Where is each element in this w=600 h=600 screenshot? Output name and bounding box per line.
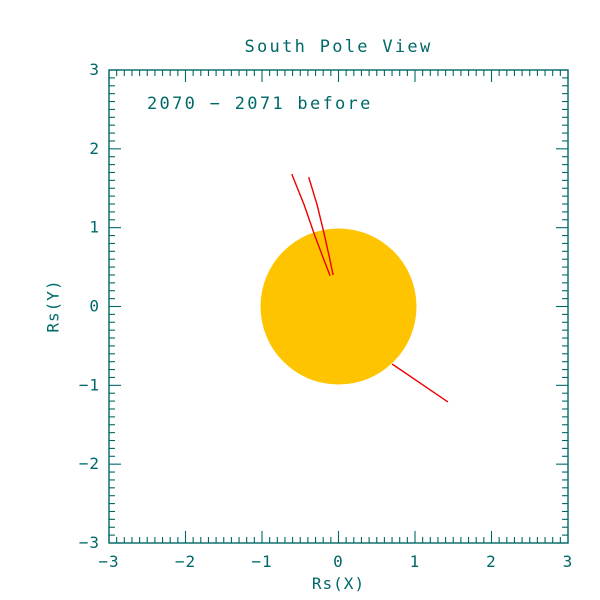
trajectory-1 bbox=[291, 173, 331, 277]
y-tick-label: −1 bbox=[79, 375, 100, 394]
chart-annotation: 2070 − 2071 before bbox=[147, 94, 373, 114]
y-axis-label: Rs(Y) bbox=[43, 279, 63, 333]
trajectory-3 bbox=[391, 363, 449, 403]
x-tick-label: 2 bbox=[486, 552, 497, 571]
y-tick-label: 1 bbox=[89, 218, 100, 237]
y-tick-label: 3 bbox=[89, 60, 100, 79]
x-tick-label: −2 bbox=[175, 552, 196, 571]
chart-title: South Pole View bbox=[244, 37, 433, 57]
x-axis-label: Rs(X) bbox=[311, 574, 366, 593]
x-tick-label: 3 bbox=[563, 552, 574, 571]
x-tick-label: 0 bbox=[333, 552, 344, 571]
sun-disk bbox=[260, 228, 417, 385]
x-tick-label: −1 bbox=[251, 552, 272, 571]
trajectory-2 bbox=[308, 176, 334, 276]
y-tick-label: −2 bbox=[79, 454, 100, 473]
y-tick-label: 2 bbox=[89, 139, 100, 158]
x-tick-label: 1 bbox=[410, 552, 421, 571]
y-tick-label: 0 bbox=[89, 297, 100, 316]
x-tick-label: −3 bbox=[98, 552, 119, 571]
y-tick-label: −3 bbox=[79, 533, 100, 552]
